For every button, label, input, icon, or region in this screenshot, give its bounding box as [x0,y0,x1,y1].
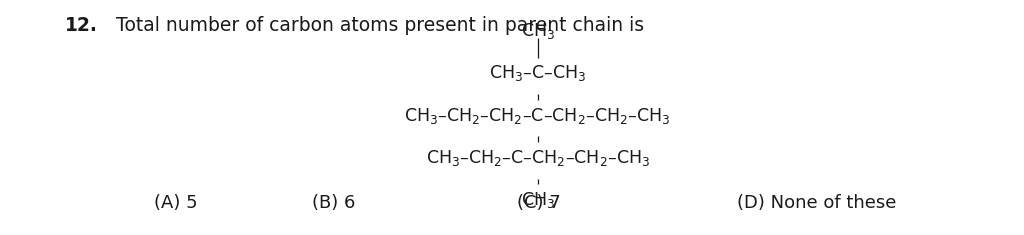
Text: CH$_3$–C–CH$_3$: CH$_3$–C–CH$_3$ [489,63,586,83]
Text: (D) None of these: (D) None of these [737,193,897,212]
Text: Total number of carbon atoms present in parent chain is: Total number of carbon atoms present in … [116,16,644,35]
Text: (B) 6: (B) 6 [312,193,355,212]
Text: 12.: 12. [65,16,97,35]
Text: (A) 5: (A) 5 [154,193,198,212]
Text: CH$_3$–CH$_2$–CH$_2$–C–CH$_2$–CH$_2$–CH$_3$: CH$_3$–CH$_2$–CH$_2$–C–CH$_2$–CH$_2$–CH$… [404,106,671,126]
Text: CH$_3$–CH$_2$–C–CH$_2$–CH$_2$–CH$_3$: CH$_3$–CH$_2$–C–CH$_2$–CH$_2$–CH$_3$ [426,148,649,168]
Text: (C) 7: (C) 7 [517,193,561,212]
Text: CH$_3$: CH$_3$ [520,190,555,210]
Text: CH$_3$: CH$_3$ [520,21,555,41]
